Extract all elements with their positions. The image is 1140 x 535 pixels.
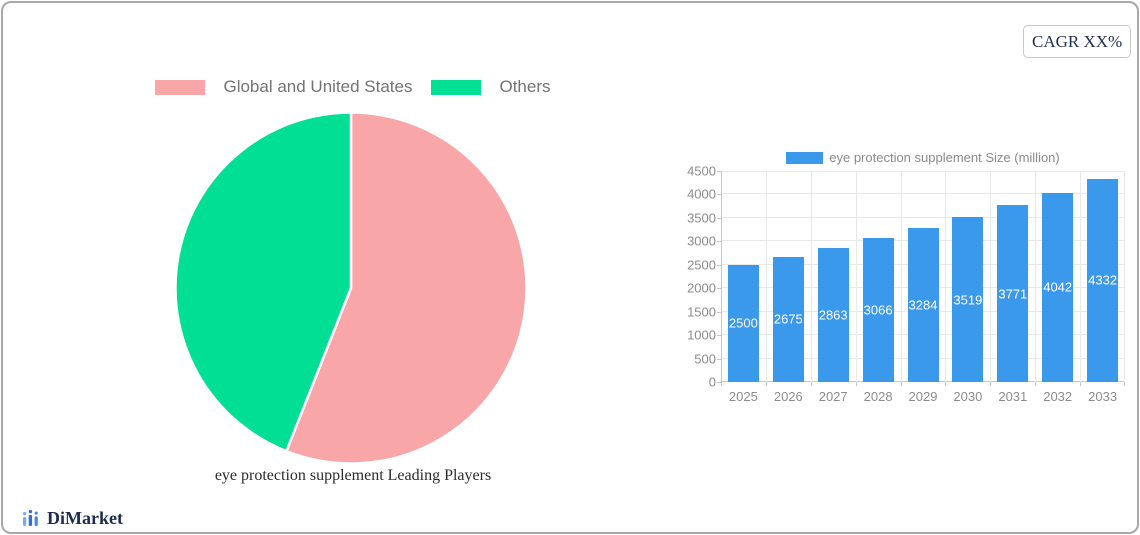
x-axis-tick bbox=[990, 382, 992, 386]
bar-2031[interactable] bbox=[997, 205, 1029, 382]
legend-label: Global and United States bbox=[223, 77, 413, 96]
y-axis-label: 1000 bbox=[687, 327, 716, 343]
brand-logo[interactable]: DiMarket bbox=[22, 508, 123, 529]
bar-2030[interactable] bbox=[952, 217, 984, 382]
x-axis-tick bbox=[810, 382, 812, 386]
y-axis-tick bbox=[717, 382, 721, 383]
x-axis-tick bbox=[1080, 382, 1082, 386]
y-axis-tick bbox=[717, 358, 721, 360]
x-axis-tick bbox=[945, 382, 947, 386]
v-gridline bbox=[900, 171, 902, 382]
logo-icon bbox=[23, 509, 38, 526]
legend-item-others[interactable]: Others bbox=[431, 77, 551, 97]
bar-2032[interactable] bbox=[1042, 192, 1074, 382]
y-axis-label: 4000 bbox=[687, 186, 716, 202]
bar-2027[interactable] bbox=[817, 247, 849, 382]
v-gridline bbox=[1035, 171, 1037, 382]
cagr-badge-label: CAGR XX% bbox=[1032, 31, 1123, 51]
x-axis-tick bbox=[900, 382, 902, 386]
v-gridline bbox=[855, 171, 857, 382]
y-axis-label: 1500 bbox=[687, 304, 716, 320]
bar-value-label: 4332 bbox=[1088, 272, 1118, 288]
x-axis-tick bbox=[1124, 382, 1125, 386]
v-gridline bbox=[810, 171, 812, 382]
legend-swatch bbox=[155, 79, 206, 95]
y-axis-tick bbox=[717, 171, 721, 172]
y-axis-label: 3500 bbox=[687, 210, 716, 226]
pie-legend: Global and United States Others bbox=[113, 77, 593, 97]
h-gridline bbox=[721, 171, 1125, 172]
v-gridline bbox=[1124, 171, 1125, 382]
legend-label: Others bbox=[499, 77, 551, 96]
x-axis-label: 2032 bbox=[1043, 389, 1073, 404]
x-axis-label: 2028 bbox=[863, 389, 893, 404]
bar-value-label: 2500 bbox=[728, 315, 758, 331]
y-axis-label: 3000 bbox=[687, 233, 716, 249]
bar-2026[interactable] bbox=[772, 256, 804, 382]
y-axis-tick bbox=[717, 288, 721, 290]
v-gridline bbox=[721, 171, 722, 382]
pie-slice-global-and-united-states[interactable] bbox=[285, 111, 528, 465]
bar-value-label: 2863 bbox=[818, 307, 848, 323]
bar-value-label: 3771 bbox=[998, 286, 1028, 302]
v-gridline bbox=[1080, 171, 1082, 382]
pie-title: eye protection supplement Leading Player… bbox=[214, 467, 492, 484]
bar-chart-plot: 0 500 1000 1500 2000 2500 3000 3500 4000 4500 2500… bbox=[687, 164, 1125, 404]
y-axis-label: 2000 bbox=[687, 280, 716, 296]
cagr-badge[interactable]: CAGR XX% bbox=[1023, 25, 1132, 58]
bar-2025[interactable] bbox=[727, 264, 759, 382]
bar-legend[interactable]: eye protection supplement Size (million) bbox=[703, 150, 1140, 165]
h-gridline bbox=[721, 193, 1125, 195]
y-axis-label: 4500 bbox=[687, 163, 716, 179]
x-axis-tick bbox=[855, 382, 857, 386]
y-axis-tick bbox=[717, 217, 721, 219]
bar-value-label: 2675 bbox=[773, 311, 803, 327]
x-axis-label: 2030 bbox=[953, 389, 983, 404]
pie-chart bbox=[174, 111, 528, 465]
x-axis-label: 2033 bbox=[1088, 389, 1118, 404]
legend-item-global-and-united-states[interactable]: Global and United States bbox=[155, 77, 412, 97]
x-axis-tick bbox=[765, 382, 767, 386]
y-axis-tick bbox=[717, 194, 721, 196]
y-axis-tick bbox=[717, 241, 721, 243]
bar-2029[interactable] bbox=[907, 228, 939, 382]
y-axis-tick bbox=[717, 264, 721, 266]
y-axis-label: 500 bbox=[694, 351, 716, 367]
y-axis-label: 0 bbox=[708, 374, 716, 390]
y-axis-tick bbox=[717, 311, 721, 313]
x-axis-label: 2029 bbox=[908, 389, 938, 404]
x-axis-label: 2027 bbox=[818, 389, 848, 404]
x-axis-tick bbox=[1035, 382, 1037, 386]
legend-swatch bbox=[431, 79, 482, 95]
bar-legend-label: eye protection supplement Size (million) bbox=[829, 150, 1060, 165]
bar-legend-swatch bbox=[786, 151, 824, 164]
logo-text: DiMarket bbox=[47, 508, 123, 528]
bar-2033[interactable] bbox=[1087, 178, 1119, 382]
bar-2028[interactable] bbox=[862, 238, 894, 382]
bar-value-label: 4042 bbox=[1043, 279, 1073, 295]
v-gridline bbox=[945, 171, 947, 382]
y-axis-tick bbox=[717, 335, 721, 337]
v-gridline bbox=[765, 171, 767, 382]
pie-slice-others[interactable] bbox=[174, 111, 353, 453]
x-axis-label: 2025 bbox=[728, 389, 758, 404]
x-axis-tick bbox=[721, 382, 722, 386]
x-axis-label: 2026 bbox=[773, 389, 803, 404]
bar-value-label: 3066 bbox=[863, 302, 893, 318]
x-axis-label: 2031 bbox=[998, 389, 1028, 404]
v-gridline bbox=[990, 171, 992, 382]
bar-value-label: 3519 bbox=[953, 292, 983, 307]
bar-value-label: 3284 bbox=[908, 297, 938, 313]
y-axis-label: 2500 bbox=[687, 257, 716, 273]
h-gridline bbox=[721, 216, 1125, 218]
